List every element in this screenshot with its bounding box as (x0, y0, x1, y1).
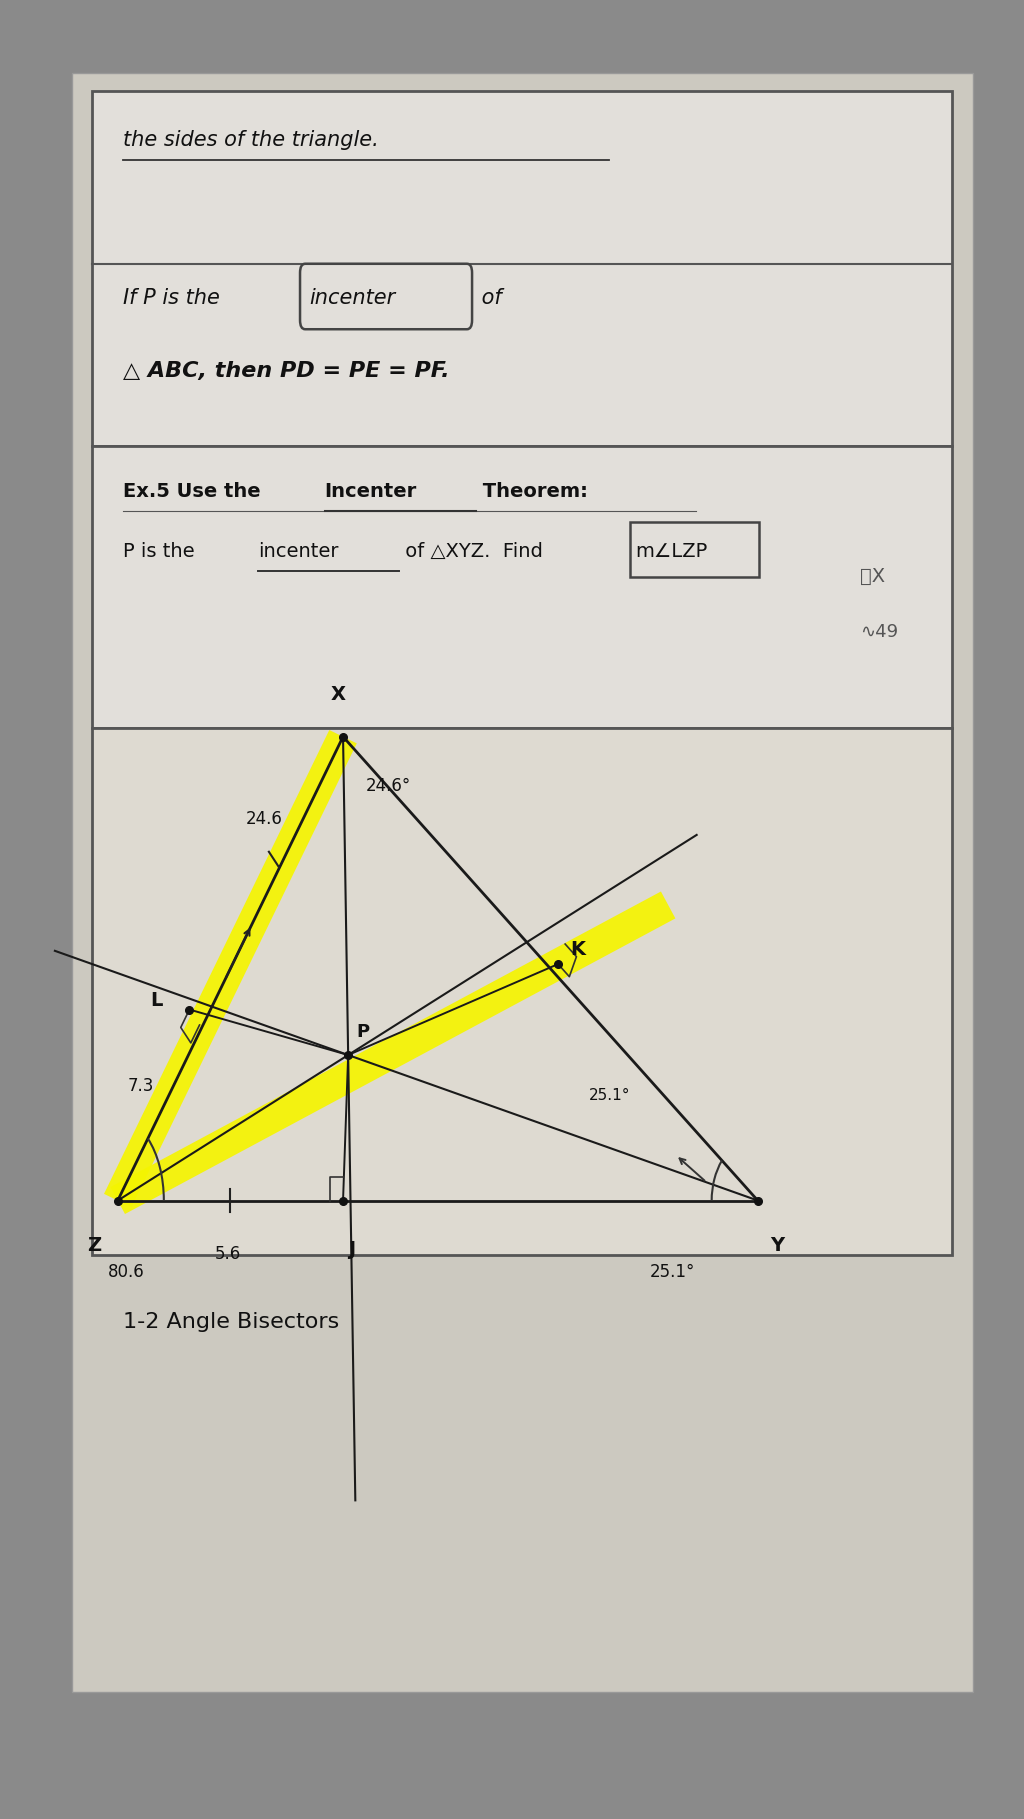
Text: 1-2 Angle Bisectors: 1-2 Angle Bisectors (123, 1311, 339, 1332)
Bar (72, 73, 973, 1692)
Text: 24.6°: 24.6° (366, 777, 411, 795)
Text: 25.1°: 25.1° (589, 1088, 631, 1104)
Text: 5.6: 5.6 (215, 1244, 242, 1262)
Text: 〈X: 〈X (860, 568, 886, 586)
Bar (92, 446, 952, 728)
Text: incenter: incenter (258, 542, 339, 560)
Text: ∿49: ∿49 (860, 622, 898, 640)
Text: Incenter: Incenter (325, 482, 417, 500)
Text: If P is the: If P is the (123, 287, 226, 307)
Text: P: P (356, 1022, 370, 1040)
Text: 80.6: 80.6 (108, 1262, 144, 1281)
Bar (92, 91, 952, 446)
Text: of: of (475, 287, 502, 307)
Text: Z: Z (87, 1237, 101, 1255)
Text: P is the: P is the (123, 542, 201, 560)
Text: Y: Y (770, 1237, 784, 1255)
Text: △ ABC, then PD = PE = PF.: △ ABC, then PD = PE = PF. (123, 360, 450, 380)
Text: L: L (151, 991, 163, 1010)
Text: 25.1°: 25.1° (650, 1262, 695, 1281)
Text: 24.6: 24.6 (246, 809, 283, 828)
Text: incenter: incenter (309, 287, 395, 307)
Text: the sides of the triangle.: the sides of the triangle. (123, 129, 379, 149)
Text: of △XYZ.  Find: of △XYZ. Find (399, 542, 550, 560)
Text: K: K (570, 940, 586, 959)
Text: m∠LZP: m∠LZP (635, 542, 708, 560)
Text: Theorem:: Theorem: (476, 482, 588, 500)
Text: 7.3: 7.3 (128, 1077, 155, 1095)
Text: X: X (331, 686, 345, 704)
Text: J: J (348, 1241, 355, 1259)
Bar (92, 728, 952, 1255)
Text: Ex.5 Use the: Ex.5 Use the (123, 482, 267, 500)
